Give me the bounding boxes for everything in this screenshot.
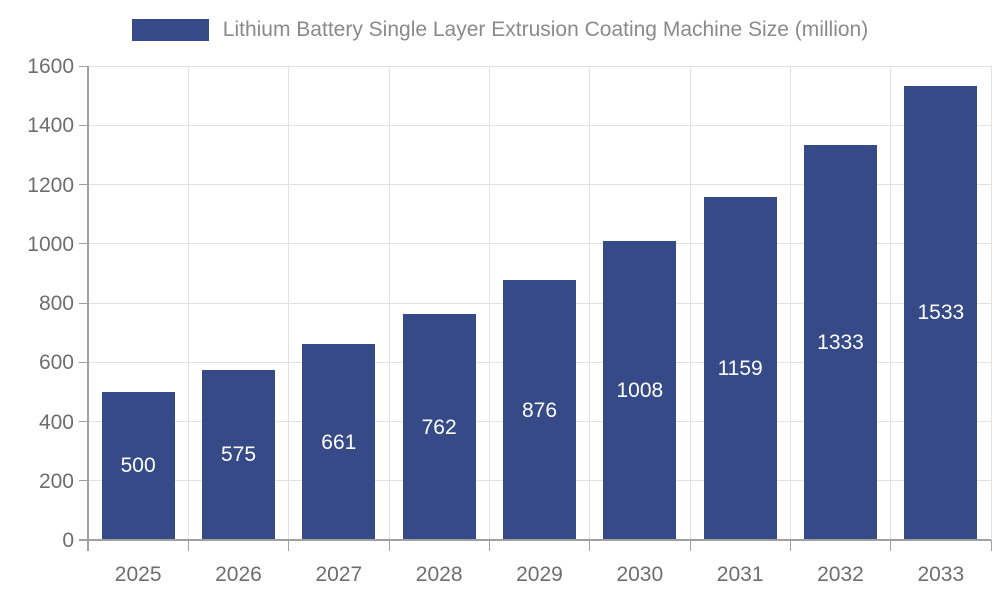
y-tick-label: 1000 [27,232,74,256]
bar [703,196,777,540]
bar [804,145,877,540]
y-tick-label: 1400 [27,114,74,138]
x-tick-label: 2029 [516,563,563,586]
legend-swatch [131,19,209,41]
legend-label: Lithium Battery Single Layer Extrusion C… [222,18,869,41]
x-tick [689,540,691,551]
bar-value-label: 1008 [616,379,664,403]
v-gridline [288,66,290,540]
v-gridline [990,66,992,540]
bar-value-label: 1533 [917,301,965,325]
y-tick-label: 400 [38,410,74,434]
v-gridline [589,66,591,540]
x-tick-label: 2032 [817,563,864,586]
x-tick-label: 2030 [616,563,664,586]
bar-value-label: 1159 [717,356,763,380]
bar [202,369,275,540]
y-tick [79,361,88,363]
x-tick [890,540,892,551]
y-tick [79,243,88,245]
y-tick-label: 1600 [27,55,74,78]
bar [904,85,978,540]
y-tick [79,184,88,185]
x-tick [187,540,189,551]
bar-value-label: 1333 [817,331,864,355]
y-tick [79,421,88,422]
v-gridline [689,66,691,540]
x-tick-label: 2031 [716,563,764,586]
bar [302,344,376,540]
h-gridline [88,124,991,126]
y-tick [79,65,88,67]
y-tick [79,480,88,482]
bar-value-label: 500 [120,454,156,478]
y-tick-label: 600 [38,351,74,375]
x-tick [288,540,290,551]
v-gridline [388,66,390,540]
x-tick [488,540,490,551]
y-tick-label: 0 [62,529,74,552]
x-tick-label: 2028 [415,563,463,586]
y-tick-label: 200 [38,469,74,493]
legend: Lithium Battery Single Layer Extrusion C… [0,8,1000,52]
bar-value-label: 762 [421,415,457,439]
h-gridline [88,65,991,67]
h-gridline [88,184,991,185]
y-tick-label: 1200 [27,173,74,197]
bar-value-label: 661 [321,430,357,454]
x-tick-label: 2033 [917,563,965,586]
bar [402,314,476,540]
y-tick [79,124,88,126]
bar-value-label: 876 [521,398,558,422]
bar [503,280,576,540]
x-tick-label: 2026 [215,563,262,586]
h-gridline [88,243,991,245]
x-tick [589,540,591,551]
x-tick-label: 2025 [114,563,162,586]
x-tick [990,540,992,551]
x-tick-label: 2027 [315,563,363,586]
x-axis-line [79,539,991,541]
x-tick [388,540,390,551]
y-axis-line [87,66,89,551]
v-gridline [789,66,791,540]
bar-value-label: 575 [220,443,257,467]
bar [603,241,677,540]
y-tick [79,302,88,304]
y-tick-label: 800 [38,292,74,315]
bar [101,391,175,540]
v-gridline [488,66,490,540]
x-tick [789,540,791,551]
v-gridline [890,66,892,540]
v-gridline [187,66,189,540]
